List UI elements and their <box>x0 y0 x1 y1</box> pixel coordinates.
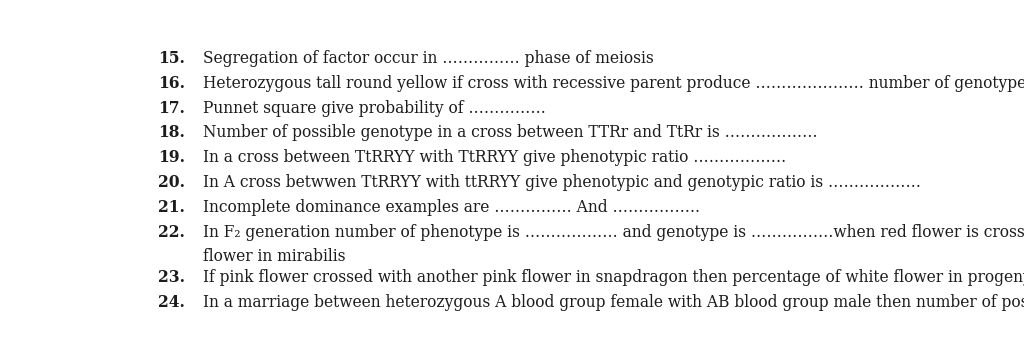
Text: 22.: 22. <box>158 224 185 241</box>
Text: Number of possible genotype in a cross between TTRr and TtRr is ………………: Number of possible genotype in a cross b… <box>204 125 818 141</box>
Text: 18.: 18. <box>158 125 185 141</box>
Text: In a cross between TtRRYY with TtRRYY give phenotypic ratio ………………: In a cross between TtRRYY with TtRRYY gi… <box>204 149 786 166</box>
Text: 16.: 16. <box>158 75 185 92</box>
Text: In a marriage between heterozygous A blood group female with AB blood group male: In a marriage between heterozygous A blo… <box>204 294 1024 311</box>
Text: 15.: 15. <box>158 50 185 67</box>
Text: 24.: 24. <box>158 294 185 311</box>
Text: Incomplete dominance examples are …………… And ……………..: Incomplete dominance examples are …………… … <box>204 199 700 216</box>
Text: flower in mirabilis: flower in mirabilis <box>204 248 346 265</box>
Text: If pink flower crossed with another pink flower in snapdragon then percentage of: If pink flower crossed with another pink… <box>204 270 1024 286</box>
Text: In A cross betwwen TtRRYY with ttRRYY give phenotypic and genotypic ratio is ………: In A cross betwwen TtRRYY with ttRRYY gi… <box>204 174 922 191</box>
Text: Segregation of factor occur in …………… phase of meiosis: Segregation of factor occur in …………… pha… <box>204 50 654 67</box>
Text: Punnet square give probability of ……………: Punnet square give probability of …………… <box>204 100 546 117</box>
Text: 23.: 23. <box>158 270 185 286</box>
Text: 17.: 17. <box>158 100 185 117</box>
Text: Heterozygous tall round yellow if cross with recessive parent produce ………………… nu: Heterozygous tall round yellow if cross … <box>204 75 1024 92</box>
Text: In F₂ generation number of phenotype is ……………… and genotype is …………….when red fl: In F₂ generation number of phenotype is … <box>204 224 1024 241</box>
Text: 21.: 21. <box>158 199 185 216</box>
Text: 20.: 20. <box>158 174 185 191</box>
Text: 19.: 19. <box>158 149 185 166</box>
